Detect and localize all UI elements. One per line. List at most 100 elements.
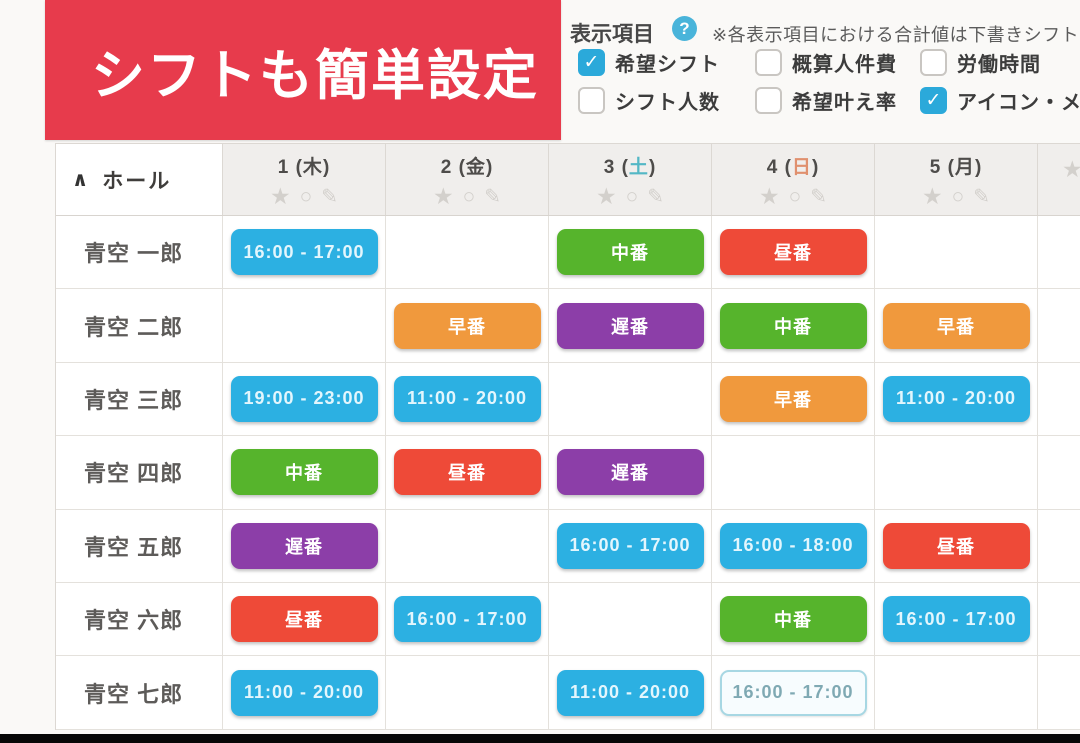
shift-cell[interactable]: 11:00 - 20:00 bbox=[223, 656, 386, 729]
checkbox-checked-icon[interactable]: ✓ bbox=[578, 49, 605, 76]
shift-badge-blue[interactable]: 11:00 - 20:00 bbox=[393, 375, 541, 422]
checkbox-checked-icon[interactable]: ✓ bbox=[920, 87, 947, 114]
shift-badge-green[interactable]: 中番 bbox=[719, 302, 867, 349]
checkbox-unchecked-icon[interactable] bbox=[755, 49, 782, 76]
shift-badge-orange[interactable]: 早番 bbox=[393, 302, 541, 349]
pencil-icon[interactable]: ✎ bbox=[484, 186, 502, 208]
shift-cell[interactable] bbox=[549, 362, 712, 436]
shift-cell[interactable]: 遅番 bbox=[549, 436, 712, 509]
shift-cell[interactable]: 11:00 - 20:00 bbox=[386, 362, 549, 436]
shift-cell[interactable]: 早番 bbox=[875, 289, 1038, 362]
star-icon[interactable]: ★ bbox=[921, 183, 943, 209]
pencil-icon[interactable]: ✎ bbox=[810, 186, 828, 208]
display-option-6[interactable]: ✓ アイコン・メモ bbox=[920, 86, 1080, 115]
day-icons: ★ ○ ✎ bbox=[223, 183, 385, 210]
shift-badge-red[interactable]: 昼番 bbox=[882, 522, 1030, 569]
shift-cell[interactable]: 昼番 bbox=[875, 509, 1038, 582]
shift-cell[interactable]: 遅番 bbox=[549, 289, 712, 362]
shift-cell[interactable] bbox=[1038, 363, 1080, 435]
group-header-hall[interactable]: ∧ ホール bbox=[56, 144, 223, 215]
shift-cell[interactable]: 16:00 - 17:00 bbox=[386, 582, 549, 656]
shift-badge-blue[interactable]: 16:00 - 17:00 bbox=[556, 522, 704, 569]
shift-cell[interactable]: 11:00 - 20:00 bbox=[875, 362, 1038, 436]
shift-cell[interactable]: 16:00 - 17:00 bbox=[549, 509, 712, 582]
day-of-week: 金 bbox=[465, 157, 486, 178]
checkbox-unchecked-icon[interactable] bbox=[755, 87, 782, 114]
shift-cell[interactable]: 中番 bbox=[549, 216, 712, 289]
shift-cell[interactable] bbox=[875, 216, 1038, 289]
circle-icon[interactable]: ○ bbox=[462, 184, 476, 208]
shift-cell[interactable] bbox=[1038, 583, 1080, 655]
star-icon[interactable]: ★ bbox=[269, 183, 291, 209]
display-option-2[interactable]: 概算人件費 bbox=[755, 48, 897, 77]
star-icon[interactable]: ★ bbox=[758, 183, 780, 209]
shift-badge-red[interactable]: 昼番 bbox=[230, 596, 378, 643]
circle-icon[interactable]: ○ bbox=[299, 184, 313, 208]
display-option-1[interactable]: ✓ 希望シフト bbox=[578, 48, 720, 77]
shift-badge-blue[interactable]: 11:00 - 20:00 bbox=[556, 669, 704, 716]
star-icon[interactable]: ★ bbox=[1062, 156, 1080, 182]
shift-cell[interactable] bbox=[1038, 510, 1080, 582]
shift-cell[interactable]: 16:00 - 17:00 bbox=[223, 216, 386, 289]
shift-badge-blue[interactable]: 16:00 - 17:00 bbox=[230, 229, 378, 276]
shift-badge-red[interactable]: 昼番 bbox=[393, 449, 541, 496]
shift-cell[interactable] bbox=[1038, 656, 1080, 728]
shift-badge-blue[interactable]: 19:00 - 23:00 bbox=[230, 375, 378, 422]
shift-badge-blue[interactable]: 11:00 - 20:00 bbox=[882, 375, 1030, 422]
shift-cell[interactable]: 中番 bbox=[712, 582, 875, 656]
checkbox-unchecked-icon[interactable] bbox=[578, 87, 605, 114]
shift-cell[interactable] bbox=[549, 582, 712, 656]
display-option-4[interactable]: シフト人数 bbox=[578, 86, 720, 115]
shift-badge-green[interactable]: 中番 bbox=[556, 229, 704, 276]
shift-cell[interactable]: 早番 bbox=[386, 289, 549, 362]
shift-cell[interactable] bbox=[1038, 436, 1080, 508]
display-option-3[interactable]: 労働時間 bbox=[920, 48, 1041, 77]
star-icon[interactable]: ★ bbox=[595, 183, 617, 209]
shift-badge-green[interactable]: 中番 bbox=[719, 596, 867, 643]
chevron-up-icon[interactable]: ∧ bbox=[72, 169, 89, 191]
shift-cell[interactable]: 11:00 - 20:00 bbox=[549, 656, 712, 729]
circle-icon[interactable]: ○ bbox=[625, 184, 639, 208]
display-option-5[interactable]: 希望叶え率 bbox=[755, 86, 897, 115]
shift-badge-outline[interactable]: 16:00 - 17:00 bbox=[719, 669, 867, 716]
shift-cell[interactable]: 16:00 - 18:00 bbox=[712, 509, 875, 582]
shift-badge-purple[interactable]: 遅番 bbox=[556, 302, 704, 349]
shift-badge-orange[interactable]: 早番 bbox=[882, 302, 1030, 349]
shift-cell[interactable]: 昼番 bbox=[386, 436, 549, 509]
shift-cell[interactable] bbox=[386, 509, 549, 582]
checkbox-unchecked-icon[interactable] bbox=[920, 49, 947, 76]
pencil-icon[interactable]: ✎ bbox=[973, 186, 991, 208]
shift-badge-green[interactable]: 中番 bbox=[230, 449, 378, 496]
shift-cell[interactable] bbox=[1038, 216, 1080, 288]
shift-cell[interactable] bbox=[875, 656, 1038, 729]
shift-cell[interactable] bbox=[386, 656, 549, 729]
shift-cell[interactable] bbox=[875, 436, 1038, 509]
circle-icon[interactable]: ○ bbox=[788, 184, 802, 208]
pencil-icon[interactable]: ✎ bbox=[647, 186, 665, 208]
circle-icon[interactable]: ○ bbox=[951, 184, 965, 208]
shift-cell[interactable]: 昼番 bbox=[712, 216, 875, 289]
shift-badge-blue[interactable]: 16:00 - 17:00 bbox=[882, 596, 1030, 643]
shift-cell[interactable]: 16:00 - 17:00 bbox=[875, 582, 1038, 656]
shift-cell[interactable] bbox=[386, 216, 549, 289]
shift-badge-purple[interactable]: 遅番 bbox=[556, 449, 704, 496]
shift-badge-blue[interactable]: 16:00 - 18:00 bbox=[719, 522, 867, 569]
shift-cell[interactable] bbox=[712, 436, 875, 509]
shift-cell[interactable]: 19:00 - 23:00 bbox=[223, 362, 386, 436]
shift-badge-purple[interactable]: 遅番 bbox=[230, 522, 378, 569]
help-icon[interactable]: ? bbox=[672, 16, 697, 41]
shift-cell[interactable]: 16:00 - 17:00 bbox=[712, 656, 875, 729]
shift-badge-orange[interactable]: 早番 bbox=[719, 375, 867, 422]
star-icon[interactable]: ★ bbox=[432, 183, 454, 209]
shift-badge-red[interactable]: 昼番 bbox=[719, 229, 867, 276]
shift-cell[interactable]: 中番 bbox=[223, 436, 386, 509]
shift-cell[interactable]: 遅番 bbox=[223, 509, 386, 582]
pencil-icon[interactable]: ✎ bbox=[321, 186, 339, 208]
shift-cell[interactable] bbox=[1038, 289, 1080, 361]
shift-cell[interactable]: 昼番 bbox=[223, 582, 386, 656]
shift-cell[interactable]: 早番 bbox=[712, 362, 875, 436]
shift-badge-blue[interactable]: 11:00 - 20:00 bbox=[230, 669, 378, 716]
shift-cell[interactable] bbox=[223, 289, 386, 362]
shift-cell[interactable]: 中番 bbox=[712, 289, 875, 362]
shift-badge-blue[interactable]: 16:00 - 17:00 bbox=[393, 596, 541, 643]
